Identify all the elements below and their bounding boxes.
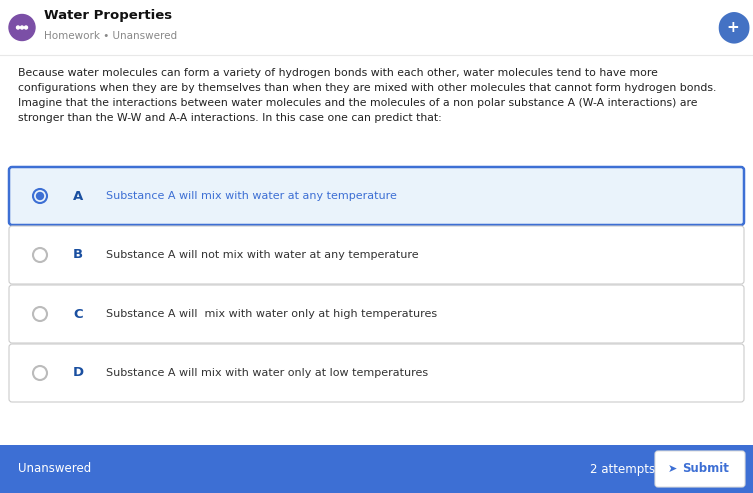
- Text: Submit: Submit: [682, 462, 729, 476]
- FancyBboxPatch shape: [655, 451, 745, 487]
- FancyBboxPatch shape: [9, 285, 744, 343]
- Circle shape: [17, 26, 20, 29]
- Text: stronger than the W-W and A-A interactions. In this case one can predict that:: stronger than the W-W and A-A interactio…: [18, 113, 442, 123]
- Text: Substance A will not mix with water at any temperature: Substance A will not mix with water at a…: [106, 250, 419, 260]
- Text: ⬤: ⬤: [716, 12, 750, 43]
- Text: 2 attempts left: 2 attempts left: [590, 462, 678, 476]
- Text: Substance A will mix with water only at low temperatures: Substance A will mix with water only at …: [106, 368, 428, 378]
- FancyBboxPatch shape: [9, 344, 744, 402]
- Text: C: C: [73, 308, 83, 320]
- Circle shape: [25, 26, 28, 29]
- Text: ➤: ➤: [668, 464, 678, 474]
- Text: Substance A will  mix with water only at high temperatures: Substance A will mix with water only at …: [106, 309, 437, 319]
- Text: D: D: [72, 366, 84, 380]
- Text: Imagine that the interactions between water molecules and the molecules of a non: Imagine that the interactions between wa…: [18, 98, 697, 108]
- Text: Unanswered: Unanswered: [18, 462, 91, 476]
- Text: Because water molecules can form a variety of hydrogen bonds with each other, wa: Because water molecules can form a varie…: [18, 68, 658, 78]
- Text: +: +: [727, 20, 739, 35]
- Circle shape: [9, 14, 35, 40]
- Text: A: A: [73, 189, 83, 203]
- FancyBboxPatch shape: [0, 445, 753, 493]
- Circle shape: [36, 192, 44, 200]
- FancyBboxPatch shape: [9, 167, 744, 225]
- Text: Homework • Unanswered: Homework • Unanswered: [44, 31, 177, 41]
- FancyBboxPatch shape: [9, 226, 744, 284]
- Text: Substance A will mix with water at any temperature: Substance A will mix with water at any t…: [106, 191, 397, 201]
- Text: Water Properties: Water Properties: [44, 9, 172, 23]
- Text: B: B: [73, 248, 83, 261]
- Circle shape: [20, 26, 23, 29]
- Circle shape: [721, 15, 745, 39]
- Text: configurations when they are by themselves than when they are mixed with other m: configurations when they are by themselv…: [18, 83, 716, 93]
